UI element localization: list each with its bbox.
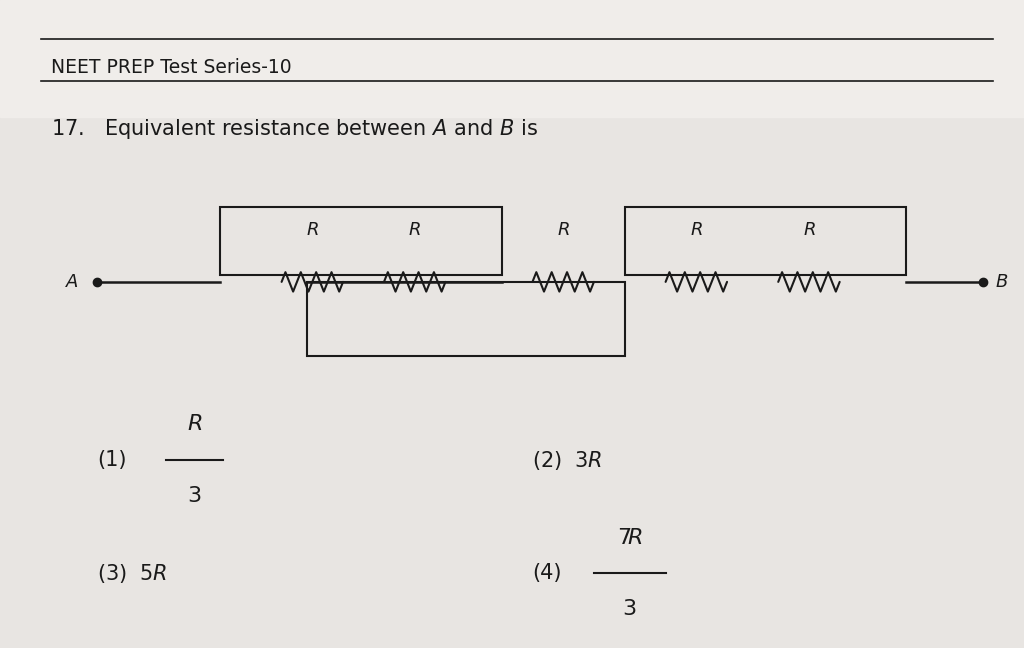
Text: 3: 3 — [623, 599, 637, 619]
Text: (2)  $3R$: (2) $3R$ — [532, 448, 602, 472]
Bar — [625, 207, 906, 275]
Text: $R$: $R$ — [557, 221, 569, 239]
Bar — [220, 207, 502, 275]
Text: (1): (1) — [97, 450, 127, 470]
Text: NEET PREP Test Series-10: NEET PREP Test Series-10 — [51, 58, 292, 77]
Text: $R$: $R$ — [690, 221, 702, 239]
Text: (4): (4) — [532, 564, 562, 583]
Text: (3)  $5R$: (3) $5R$ — [97, 562, 167, 585]
Text: $R$: $R$ — [187, 414, 202, 434]
Text: $R$: $R$ — [306, 221, 318, 239]
Text: $B$: $B$ — [995, 273, 1009, 291]
Text: 17.   Equivalent resistance between $A$ and $B$ is: 17. Equivalent resistance between $A$ an… — [51, 117, 539, 141]
Text: $7R$: $7R$ — [616, 527, 643, 548]
Text: $A$: $A$ — [65, 273, 79, 291]
Text: 3: 3 — [187, 486, 202, 506]
Text: $R$: $R$ — [409, 221, 421, 239]
Bar — [0, 0, 1024, 117]
Text: $R$: $R$ — [803, 221, 815, 239]
Bar — [307, 282, 625, 356]
